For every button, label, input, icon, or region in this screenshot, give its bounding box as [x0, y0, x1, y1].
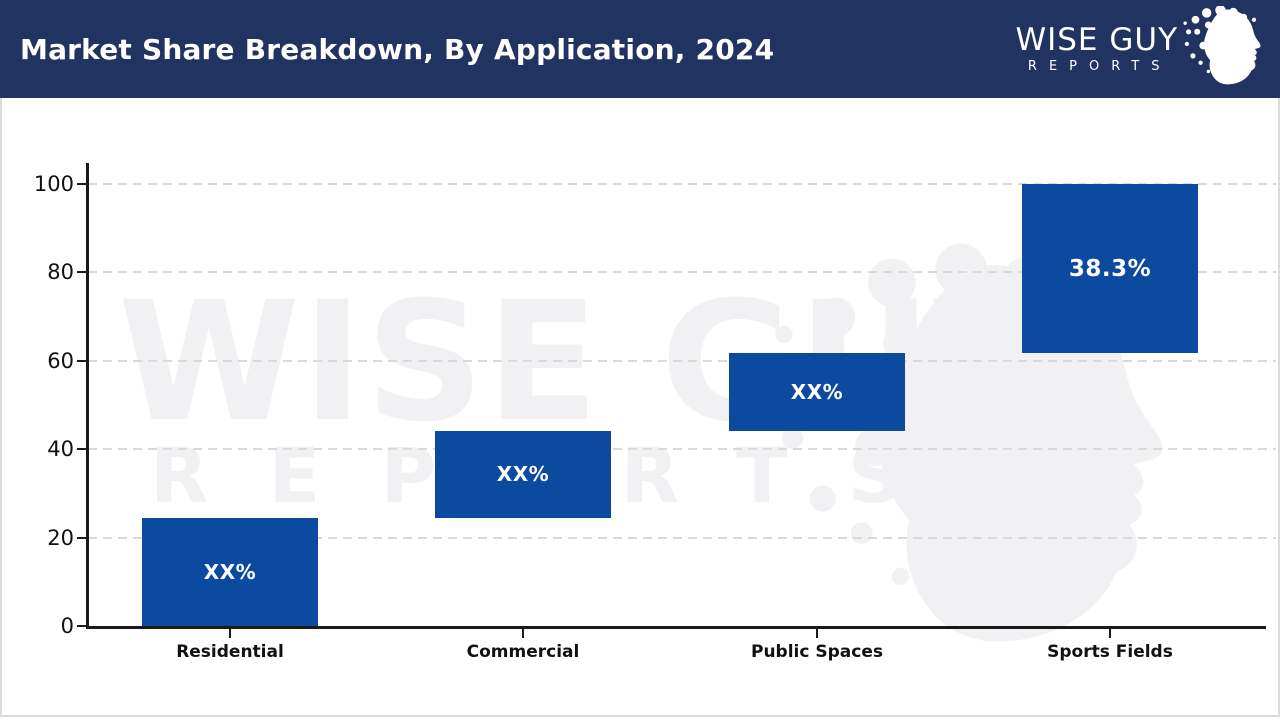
category-label: Sports Fields: [1047, 642, 1173, 662]
chart-area: 0 20 40 60 80 100 Residential Commercial Public …: [0, 98, 1280, 715]
bar-value-label: XX%: [790, 379, 844, 404]
logo-name: WISE GUY: [1015, 22, 1178, 58]
category-label: Residential: [176, 642, 284, 662]
dotted-head-logo-icon: [1183, 6, 1261, 85]
gridline: [88, 536, 1276, 539]
gridline: [88, 448, 1276, 451]
y-axis-line: [86, 163, 89, 629]
bar-value-label: XX%: [496, 462, 550, 487]
logo: WISE GUY REPORTS: [1015, 6, 1266, 92]
y-tick-mark: [77, 183, 86, 185]
y-tick-label: 80: [47, 260, 74, 285]
y-tick-mark: [77, 359, 86, 362]
x-axis-line: [86, 626, 1266, 629]
y-tick-mark: [77, 448, 86, 451]
gridline: [88, 271, 1276, 274]
bar: XX%: [142, 517, 318, 626]
y-tick-label: 20: [47, 525, 74, 550]
bar: XX%: [729, 353, 905, 431]
x-tick-mark: [229, 629, 231, 638]
y-tick-mark: [77, 536, 86, 539]
bar-value-label: XX%: [203, 559, 257, 584]
x-tick-mark: [816, 629, 818, 638]
x-tick-mark: [1109, 629, 1111, 638]
bar: XX%: [435, 430, 611, 518]
y-tick-label: 0: [60, 614, 74, 638]
logo-text-block: WISE GUY REPORTS: [1015, 23, 1178, 75]
y-tick-mark: [77, 271, 86, 274]
bar-value-label: 38.3%: [1068, 255, 1152, 282]
logo-subtitle: REPORTS: [1027, 59, 1172, 74]
gridline: [88, 183, 1276, 185]
category-label: Commercial: [466, 642, 580, 662]
x-tick-mark: [522, 629, 524, 638]
y-tick-label: 60: [47, 348, 74, 373]
gridline: [88, 359, 1276, 362]
y-tick-label: 100: [33, 172, 74, 196]
bar: 38.3%: [1022, 184, 1198, 354]
y-tick-label: 40: [47, 437, 74, 462]
category-label: Public Spaces: [751, 642, 883, 662]
y-tick-mark: [77, 625, 86, 627]
page-title: Market Share Breakdown, By Application, …: [20, 32, 775, 66]
header-bar: Market Share Breakdown, By Application, …: [0, 0, 1280, 98]
